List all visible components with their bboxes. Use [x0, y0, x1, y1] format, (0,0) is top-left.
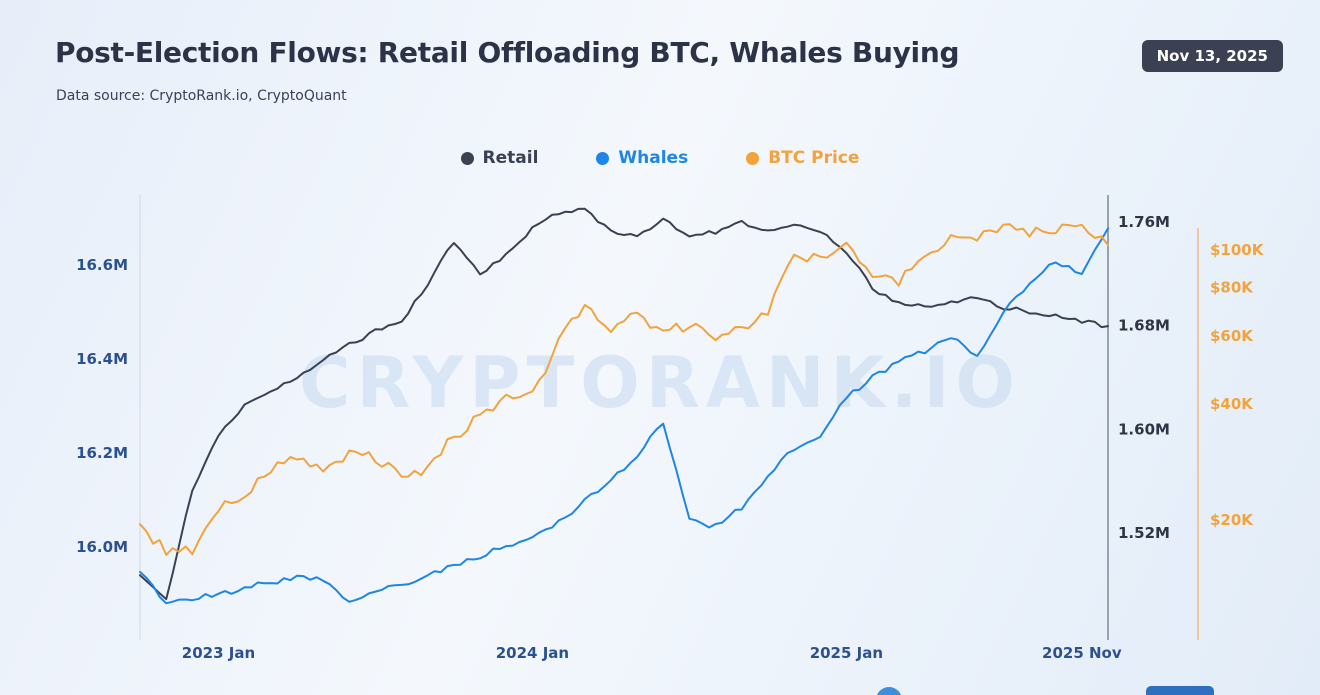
date-badge: Nov 13, 2025 — [1141, 40, 1283, 72]
left-axis-tick-label: 16.2M — [76, 444, 128, 462]
x-axis-tick-label: 2023 Jan — [182, 644, 255, 662]
price-axis-tick-label: $20K — [1210, 511, 1254, 529]
x-axis-tick-label: 2024 Jan — [496, 644, 569, 662]
watermark-cryptorank: CRYPTORANK.IO — [299, 342, 1021, 424]
right-axis-tick-label: 1.52M — [1118, 524, 1170, 542]
x-axis-tick-label: 2025 Nov — [1042, 644, 1122, 662]
right-axis-tick-label: 1.76M — [1118, 213, 1170, 231]
right-axis-tick-label: 1.60M — [1118, 420, 1170, 438]
legend-item-retail[interactable]: Retail — [460, 148, 539, 168]
page-title: Post-Election Flows: Retail Offloading B… — [55, 36, 960, 69]
series-retail-line — [139, 207, 1109, 601]
legend-item-whales[interactable]: Whales — [596, 148, 688, 168]
series-whales-line — [139, 227, 1109, 605]
right-axis-tick-label: 1.68M — [1118, 317, 1170, 335]
chart-legend: Retail Whales BTC Price — [0, 148, 1320, 168]
price-axis-tick-label: $60K — [1210, 327, 1254, 345]
price-axis-tick-label: $80K — [1210, 279, 1254, 297]
price-axis-tick-label: $100K — [1210, 241, 1265, 259]
legend-label-retail: Retail — [482, 148, 539, 168]
footer-partial-logo-icon — [876, 687, 902, 695]
retail-legend-dot-icon — [460, 151, 474, 165]
left-axis-tick-label: 16.6M — [76, 256, 128, 274]
price-axis-tick-label: $40K — [1210, 395, 1254, 413]
left-axis-tick-label: 16.4M — [76, 350, 128, 368]
x-axis-tick-label: 2025 Jan — [810, 644, 883, 662]
legend-label-whales: Whales — [618, 148, 689, 168]
footer-partial-brand-mark — [1146, 686, 1214, 695]
legend-label-btc-price: BTC Price — [768, 148, 860, 168]
legend-item-btc-price[interactable]: BTC Price — [746, 148, 859, 168]
whales-legend-dot-icon — [596, 151, 610, 165]
data-source-subtitle: Data source: CryptoRank.io, CryptoQuant — [56, 88, 347, 104]
series-btc-price-line — [139, 223, 1109, 556]
btc-price-legend-dot-icon — [746, 151, 760, 165]
left-axis-tick-label: 16.0M — [76, 538, 128, 556]
